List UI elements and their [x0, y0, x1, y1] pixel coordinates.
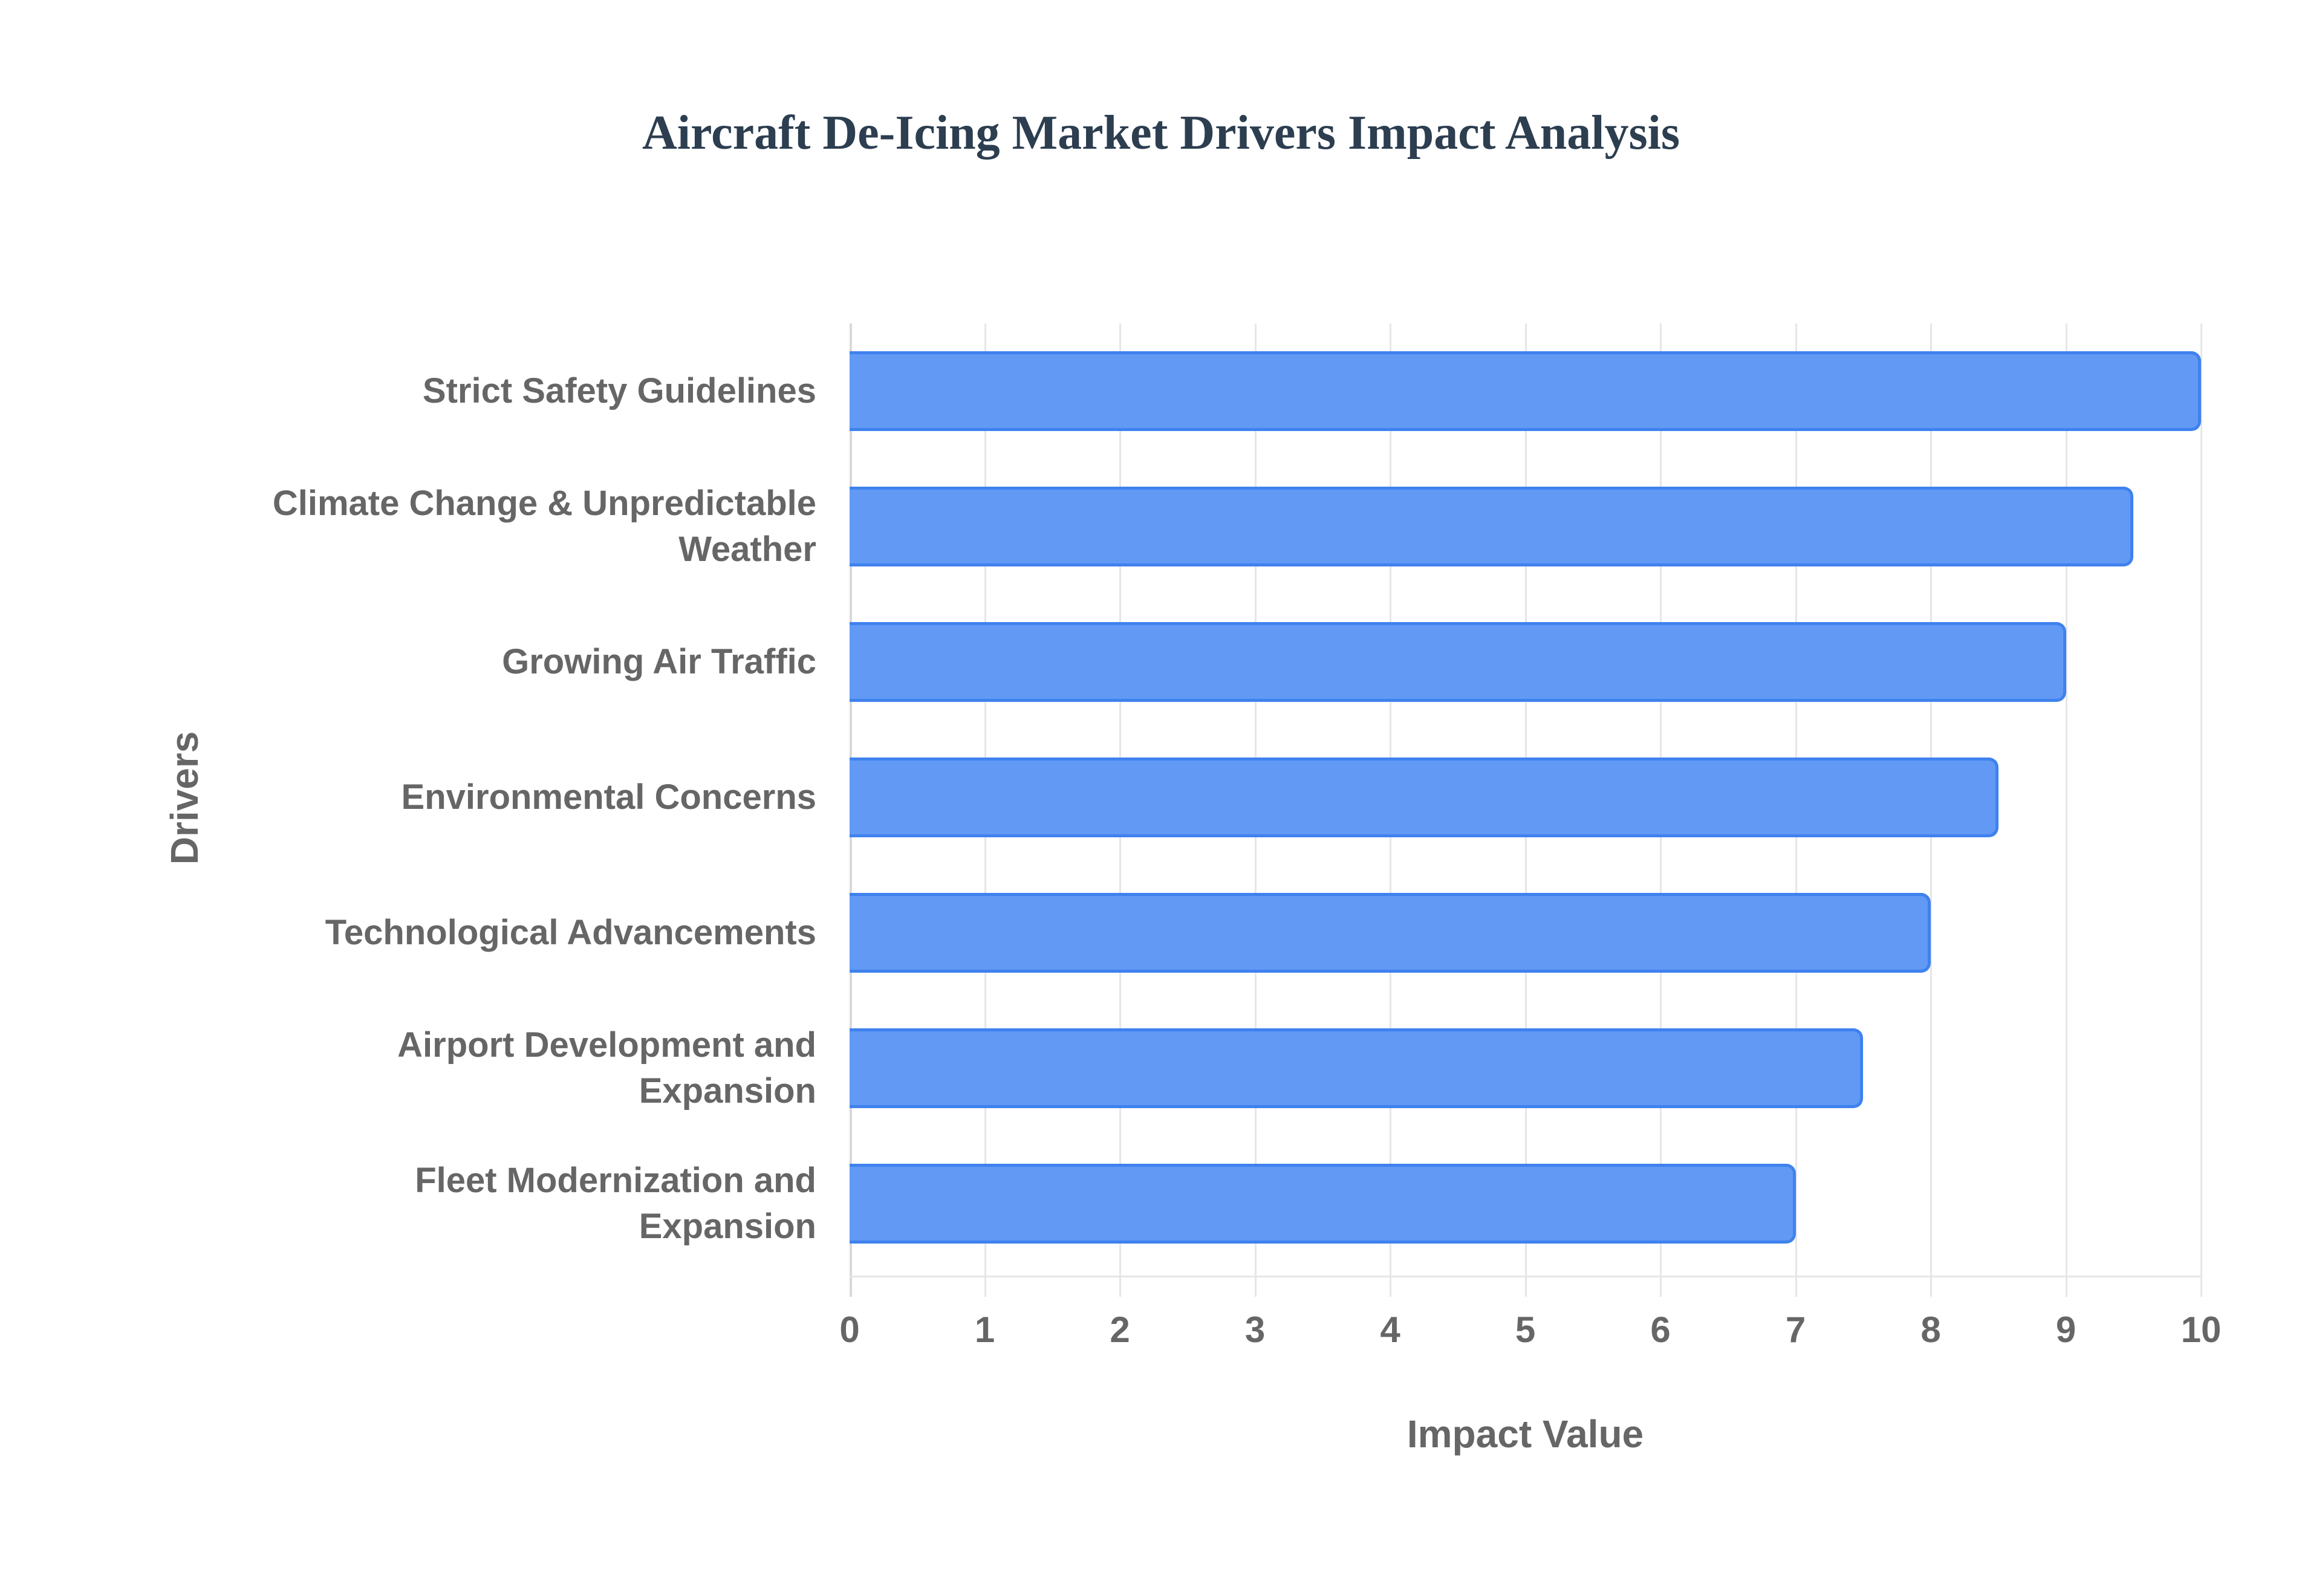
bar[interactable]: [850, 1028, 1864, 1108]
bar[interactable]: [850, 1164, 1796, 1244]
y-tick-label: Fleet Modernization and Expansion: [415, 1161, 816, 1246]
x-tick-label: 3: [1244, 1309, 1266, 1350]
chart-title: Aircraft De-Icing Market Drivers Impact …: [642, 106, 1680, 160]
x-axis-title: Impact Value: [1407, 1412, 1644, 1456]
y-tick-label: Strict Safety Guidelines: [422, 371, 816, 410]
x-tick-label: 9: [2055, 1309, 2076, 1350]
x-tick-label: 7: [1785, 1309, 1806, 1350]
bar[interactable]: [850, 622, 2066, 702]
y-tick-label: Airport Development and Expansion: [397, 1025, 816, 1111]
y-tick-label: Technological Advancements: [325, 913, 816, 952]
gridline: [2200, 323, 2202, 1297]
y-tick-label: Growing Air Traffic: [502, 642, 816, 681]
x-tick-label: 1: [974, 1309, 995, 1350]
bar[interactable]: [850, 757, 1998, 837]
y-tick-label: Climate Change & Unpredictable Weather: [272, 484, 816, 569]
y-axis-title: Drivers: [163, 731, 206, 865]
bar[interactable]: [850, 487, 2134, 566]
x-tick-label: 6: [1650, 1309, 1671, 1350]
bar[interactable]: [850, 351, 2201, 431]
x-tick-label: 5: [1515, 1309, 1536, 1350]
y-tick-label: Environmental Concerns: [401, 777, 816, 817]
x-tick-label: 8: [1920, 1309, 1941, 1350]
x-tick-label: 2: [1110, 1309, 1130, 1350]
x-tick-label: 4: [1380, 1309, 1400, 1350]
plot-area: [850, 323, 2202, 1297]
gridline: [2065, 323, 2067, 1297]
x-tick-label: 10: [2181, 1309, 2222, 1350]
bar[interactable]: [850, 893, 1931, 973]
x-tick-label: 0: [839, 1309, 860, 1350]
